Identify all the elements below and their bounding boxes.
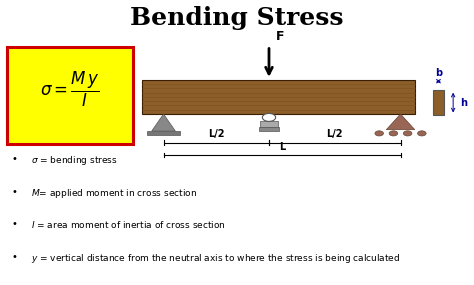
Text: •: • xyxy=(12,219,18,229)
Text: Bending Stress: Bending Stress xyxy=(130,6,344,30)
Text: F: F xyxy=(276,30,284,43)
Bar xyxy=(142,80,415,114)
Text: b: b xyxy=(435,68,442,78)
Circle shape xyxy=(375,131,383,136)
Text: $\sigma = \dfrac{M\,y}{I}$: $\sigma = \dfrac{M\,y}{I}$ xyxy=(40,70,100,109)
Text: $I$ = area moment of inertia of cross section: $I$ = area moment of inertia of cross se… xyxy=(31,219,226,231)
Text: L/2: L/2 xyxy=(208,129,225,139)
Circle shape xyxy=(389,131,398,136)
Text: $y$ = vertical distance from the neutral axis to where the stress is being calcu: $y$ = vertical distance from the neutral… xyxy=(31,252,400,265)
Circle shape xyxy=(403,131,412,136)
Circle shape xyxy=(418,131,426,136)
Text: $\sigma$ = bending stress: $\sigma$ = bending stress xyxy=(31,154,118,167)
Bar xyxy=(433,90,444,115)
Bar xyxy=(261,121,278,127)
Text: $M$= applied moment in cross section: $M$= applied moment in cross section xyxy=(31,187,197,200)
Bar xyxy=(259,127,279,131)
Polygon shape xyxy=(386,114,415,130)
FancyBboxPatch shape xyxy=(7,47,133,144)
Text: L: L xyxy=(279,142,285,152)
Bar xyxy=(147,131,180,135)
Text: •: • xyxy=(12,187,18,197)
Polygon shape xyxy=(152,114,175,131)
Text: L/2: L/2 xyxy=(327,129,343,139)
Text: •: • xyxy=(12,252,18,262)
Text: •: • xyxy=(12,154,18,164)
Text: h: h xyxy=(460,97,467,108)
Circle shape xyxy=(262,113,276,121)
